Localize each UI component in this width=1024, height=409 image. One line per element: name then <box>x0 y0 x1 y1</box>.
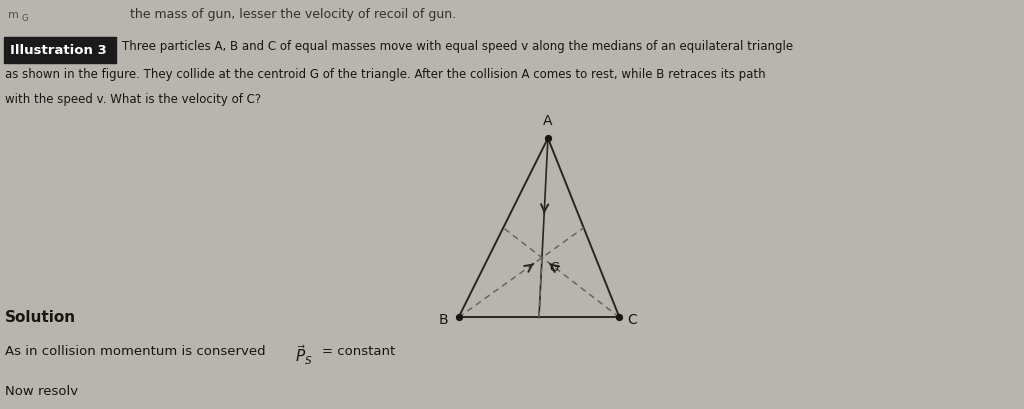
Text: $\vec{P}_S$: $\vec{P}_S$ <box>295 343 312 366</box>
Text: C: C <box>627 313 637 327</box>
Text: = constant: = constant <box>322 345 395 358</box>
Text: Three particles A, B and C of equal masses move with equal speed v along the med: Three particles A, B and C of equal mass… <box>122 40 794 53</box>
Text: as shown in the figure. They collide at the centroid G of the triangle. After th: as shown in the figure. They collide at … <box>5 68 766 81</box>
Text: m: m <box>8 10 18 20</box>
FancyBboxPatch shape <box>4 37 116 63</box>
Text: As in collision momentum is conserved: As in collision momentum is conserved <box>5 345 274 358</box>
Text: Solution: Solution <box>5 310 76 325</box>
Point <box>540 135 556 142</box>
Text: Now resolv: Now resolv <box>5 385 78 398</box>
Point <box>611 314 628 321</box>
Text: B: B <box>438 313 449 327</box>
Text: A: A <box>543 114 553 128</box>
Text: with the speed v. What is the velocity of C?: with the speed v. What is the velocity o… <box>5 93 261 106</box>
Text: Illustration 3: Illustration 3 <box>10 43 106 56</box>
Text: G: G <box>550 261 559 274</box>
Text: G: G <box>22 14 29 23</box>
Text: the mass of gun, lesser the velocity of recoil of gun.: the mass of gun, lesser the velocity of … <box>130 8 456 21</box>
Point <box>451 314 467 321</box>
